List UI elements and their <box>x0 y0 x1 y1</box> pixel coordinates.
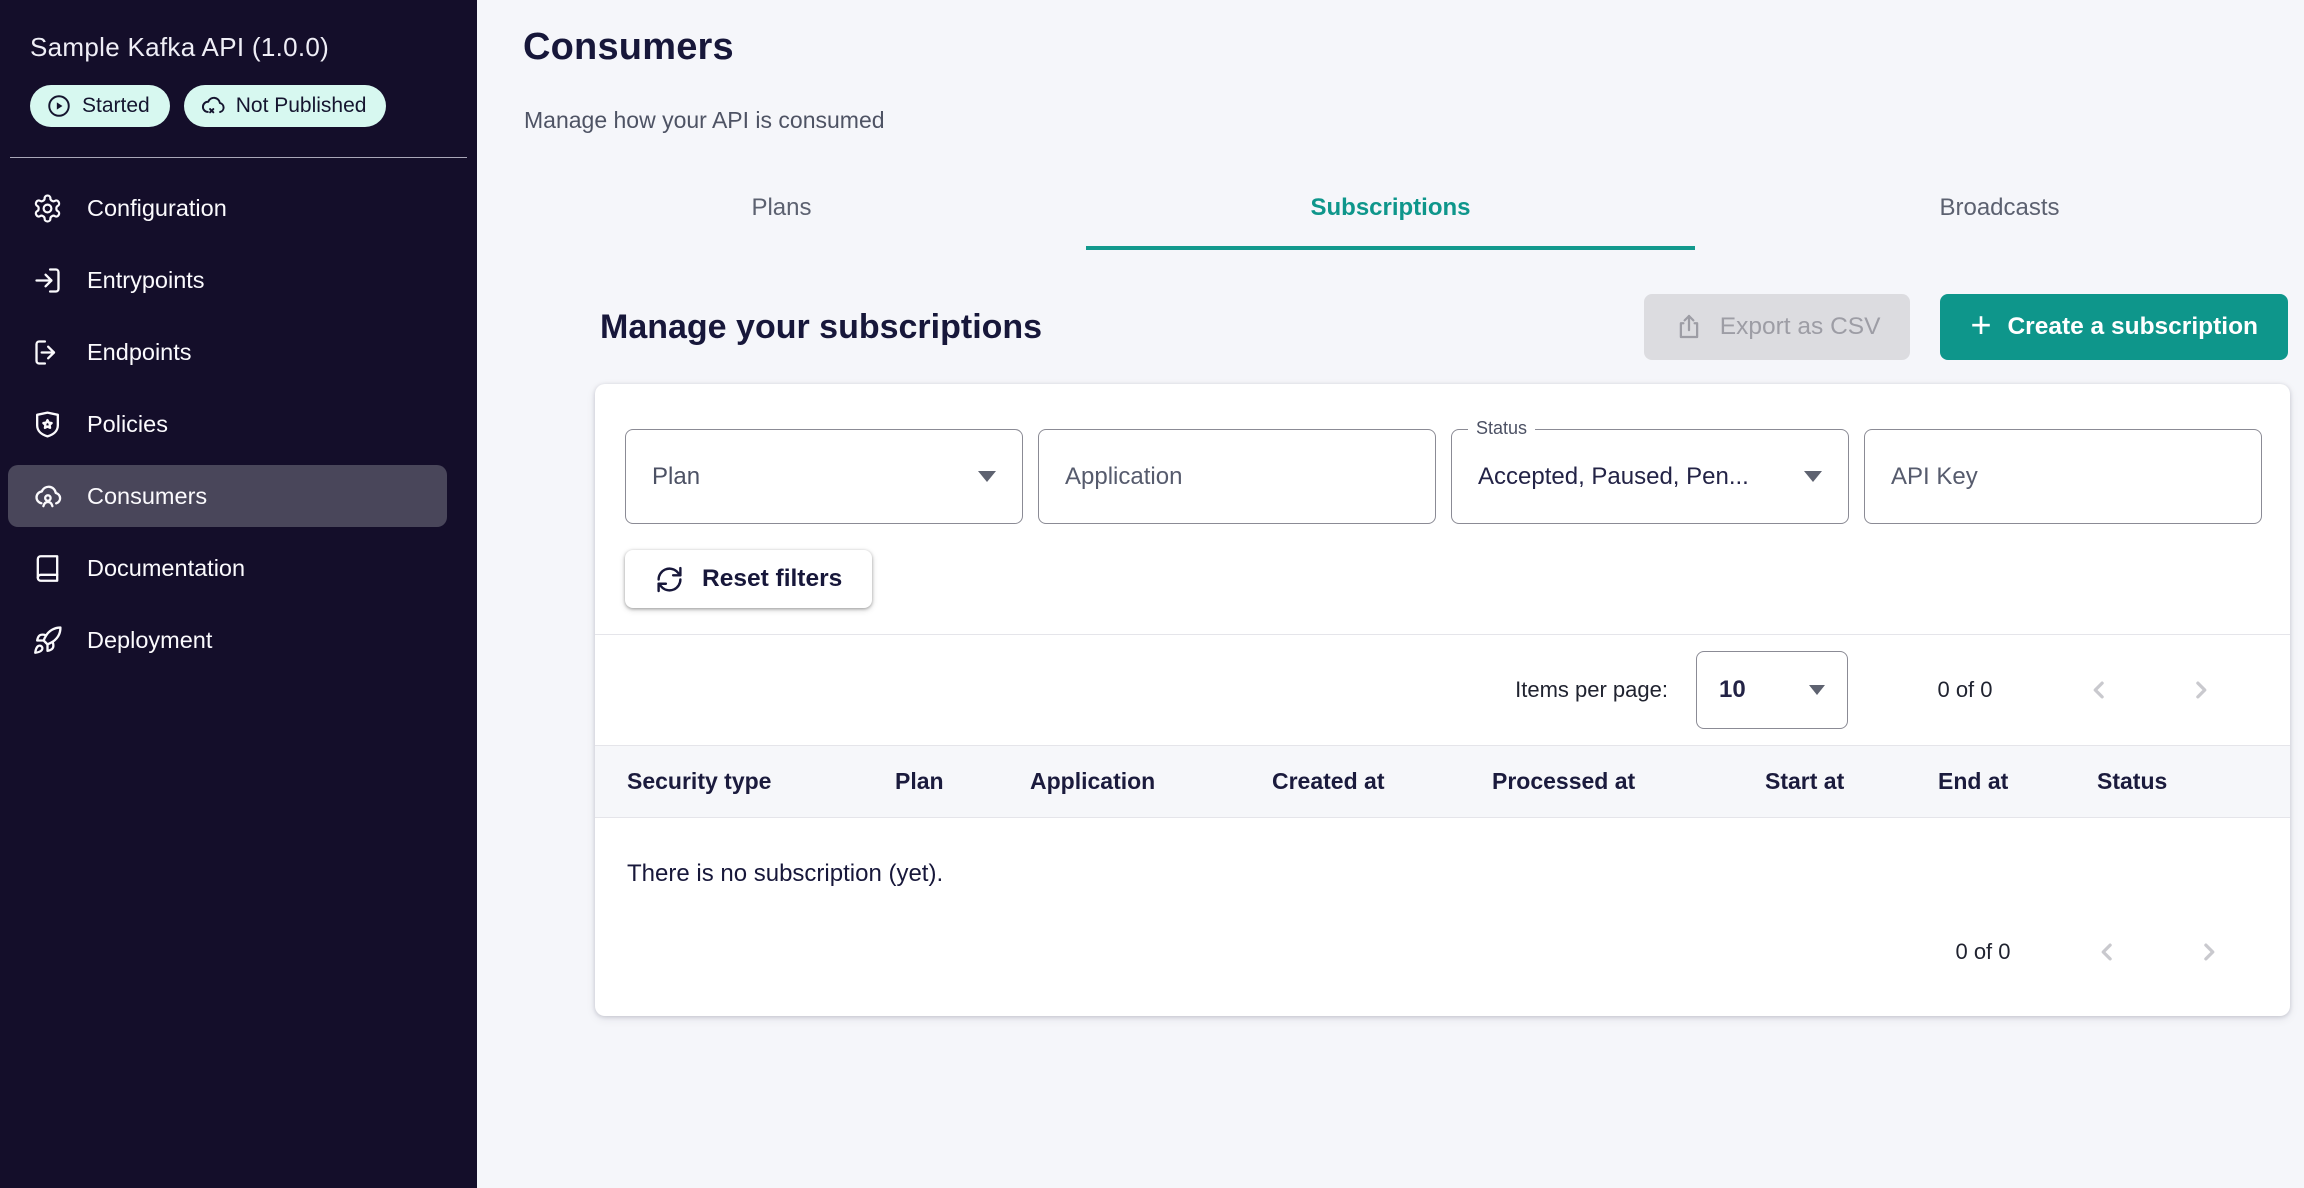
page-range: 0 of 0 <box>1937 677 1993 702</box>
gear-icon <box>32 193 63 224</box>
book-icon <box>32 553 63 584</box>
rocket-icon <box>32 625 63 656</box>
next-page-button[interactable] <box>2186 675 2216 705</box>
sidebar-item-configuration[interactable]: Configuration <box>8 177 447 239</box>
reset-filters-label: Reset filters <box>702 565 843 592</box>
card-divider <box>595 634 2290 635</box>
chevron-down-icon <box>978 471 996 482</box>
sidebar-item-endpoints[interactable]: Endpoints <box>8 321 447 383</box>
pagination-bottom: 0 of 0 <box>595 888 2290 1016</box>
sidebar-item-deployment[interactable]: Deployment <box>8 609 447 671</box>
sidebar-item-label: Documentation <box>87 554 246 581</box>
column-header-status: Status <box>2097 768 2168 794</box>
cloud-unpublished-icon <box>200 93 226 119</box>
status-filter-select[interactable]: Status Accepted, Paused, Pen... <box>1451 418 1849 524</box>
entrypoints-icon <box>32 265 63 296</box>
application-filter-field <box>1038 429 1436 524</box>
status-badge-started: Started <box>30 85 170 127</box>
export-csv-label: Export as CSV <box>1719 313 1881 340</box>
sidebar-item-label: Entrypoints <box>87 266 205 293</box>
chevron-down-icon <box>1804 471 1822 482</box>
refresh-icon <box>655 565 684 594</box>
column-header-application: Application <box>1030 768 1156 794</box>
status-badge-label: Not Published <box>235 94 367 117</box>
api-status-badges: Started Not Published <box>30 85 447 127</box>
chevron-left-icon <box>2101 943 2112 961</box>
create-subscription-label: Create a subscription <box>2007 313 2258 340</box>
section-title: Manage your subscriptions <box>600 307 1043 346</box>
reset-row: Reset filters <box>595 524 2290 608</box>
previous-page-button[interactable] <box>2084 675 2114 705</box>
page-range: 0 of 0 <box>1955 939 2011 964</box>
upload-icon <box>1674 312 1704 342</box>
sidebar-nav: Configuration Entrypoints <box>0 172 477 676</box>
sidebar-item-label: Deployment <box>87 626 213 653</box>
pagination-top: Items per page: 10 0 of 0 <box>595 635 2290 745</box>
sidebar-item-label: Configuration <box>87 194 227 221</box>
shield-star-icon <box>32 409 63 440</box>
reset-filters-button[interactable]: Reset filters <box>625 550 873 608</box>
sidebar-item-documentation[interactable]: Documentation <box>8 537 447 599</box>
chevron-down-icon <box>1809 685 1825 695</box>
previous-page-button[interactable] <box>2092 937 2122 967</box>
tab-bar: Plans Subscriptions Broadcasts <box>477 174 2304 250</box>
sidebar-item-label: Policies <box>87 410 168 437</box>
plan-filter-label: Plan <box>652 462 701 490</box>
page-title: Consumers <box>523 26 734 68</box>
table-header-row: Security type Plan Application Created a… <box>595 745 2290 818</box>
status-badge-not-published: Not Published <box>183 85 387 127</box>
plus-icon: + <box>1970 304 1992 345</box>
sidebar-item-label: Consumers <box>87 482 208 509</box>
column-header-start-at: Start at <box>1765 768 1845 794</box>
application-input[interactable] <box>1065 462 1409 491</box>
subscriptions-card: Plan Status Accepted, Paused, Pen... <box>595 384 2290 1016</box>
column-header-processed-at: Processed at <box>1492 768 1636 794</box>
api-key-input[interactable] <box>1891 462 2235 491</box>
tab-broadcasts[interactable]: Broadcasts <box>1939 194 2060 221</box>
column-header-security-type: Security type <box>627 768 772 794</box>
sidebar-divider <box>10 157 467 158</box>
play-circle-icon <box>46 93 72 119</box>
create-subscription-button[interactable]: + Create a subscription <box>1940 294 2288 360</box>
sidebar: Sample Kafka API (1.0.0) Started <box>0 0 477 1188</box>
chevron-left-icon <box>2093 681 2104 699</box>
cloud-user-icon <box>32 481 63 512</box>
filters-row: Plan Status Accepted, Paused, Pen... <box>595 384 2290 524</box>
items-per-page-label: Items per page: <box>1515 677 1668 702</box>
api-key-filter-field <box>1864 429 2262 524</box>
next-page-button[interactable] <box>2194 937 2224 967</box>
sidebar-item-label: Endpoints <box>87 338 192 365</box>
status-badge-label: Started <box>82 94 150 117</box>
column-header-plan: Plan <box>895 768 944 794</box>
items-per-page-select[interactable]: 10 <box>1696 651 1848 729</box>
main-content: Consumers Manage how your API is consume… <box>477 0 2304 1188</box>
column-header-end-at: End at <box>1938 768 2009 794</box>
table-empty-message: There is no subscription (yet). <box>627 860 944 887</box>
api-title: Sample Kafka API (1.0.0) <box>30 32 330 62</box>
sidebar-item-entrypoints[interactable]: Entrypoints <box>8 249 447 311</box>
column-header-created-at: Created at <box>1272 768 1385 794</box>
tab-plans[interactable]: Plans <box>751 194 812 221</box>
export-csv-button[interactable]: Export as CSV <box>1643 294 1911 360</box>
chevron-right-icon <box>2196 681 2207 699</box>
status-filter-value: Accepted, Paused, Pen... <box>1478 462 1749 490</box>
plan-filter-select[interactable]: Plan <box>625 429 1023 524</box>
subscriptions-toolbar: Manage your subscriptions Export as CSV … <box>600 294 2288 360</box>
sidebar-item-consumers[interactable]: Consumers <box>8 465 447 527</box>
endpoints-icon <box>32 337 63 368</box>
sidebar-item-policies[interactable]: Policies <box>8 393 447 455</box>
chevron-right-icon <box>2204 943 2215 961</box>
tab-subscriptions[interactable]: Subscriptions <box>1086 174 1695 250</box>
items-per-page-value: 10 <box>1719 676 1746 703</box>
status-filter-label: Status <box>1468 418 1536 439</box>
page-subtitle: Manage how your API is consumed <box>524 107 885 133</box>
